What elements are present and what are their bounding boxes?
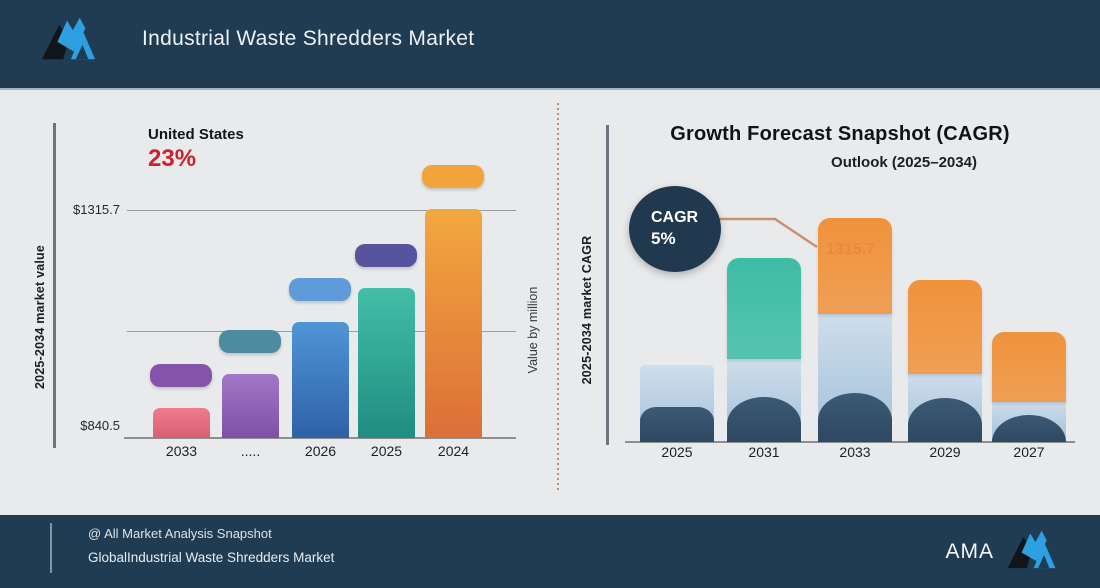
left-chart-title: United States — [148, 126, 244, 143]
left-ytick-max: $1315.7 — [73, 202, 120, 217]
panel-divider — [557, 103, 559, 492]
right-x-axis-line — [625, 441, 1075, 443]
right-bar-base-segment — [727, 397, 801, 442]
left-bar-2024 — [425, 209, 482, 438]
left-bar-cap-2026 — [289, 278, 351, 301]
left-xtick-2024: 2024 — [437, 443, 470, 459]
right-chart-title: Growth Forecast Snapshot (CAGR) — [670, 123, 1010, 145]
right-chart-subtitle: Outlook (2025–2034) — [831, 154, 977, 171]
left-x-axis-line — [124, 437, 516, 439]
right-xtick-2027: 2027 — [1013, 444, 1045, 460]
footer: @ All Market Analysis Snapshot GlobalInd… — [0, 515, 1100, 588]
left-bar-2026 — [292, 322, 349, 438]
cagr-badge-label: CAGR — [651, 209, 699, 227]
right-bar-top-segment — [992, 332, 1066, 402]
right-xtick-2029: 2029 — [929, 444, 961, 460]
infographic-canvas: 2025-2034 market value United States 23%… — [0, 88, 1100, 515]
left-bar-cap-..... — [219, 330, 281, 353]
left-bar-2033 — [153, 408, 210, 438]
right-bar-top-segment — [727, 258, 801, 359]
ama-logo-icon — [40, 13, 98, 68]
right-bar-base-segment — [640, 407, 714, 442]
right-bar-top-segment — [908, 280, 982, 374]
right-xtick-2033: 2033 — [839, 444, 871, 460]
right-bar-2025 — [640, 365, 714, 442]
footer-brand: AMA — [945, 527, 1058, 576]
left-xtick-.....: ..... — [240, 443, 261, 459]
left-ytick-min: $840.5 — [80, 418, 120, 433]
left-bar-group: 2033..... 2026 2025 2024 — [0, 90, 558, 517]
left-xtick-2025: 2025 — [370, 443, 403, 459]
page-title: Industrial Waste Shredders Market — [142, 27, 475, 50]
right-bar-2033 — [818, 218, 892, 442]
footer-divider-line — [50, 523, 52, 573]
right-bar-2027 — [992, 332, 1066, 442]
left-bar-cap-2025 — [355, 244, 417, 267]
right-bar-base-segment — [818, 393, 892, 442]
right-xtick-2031: 2031 — [748, 444, 780, 460]
gridline-top — [127, 210, 516, 211]
footer-line-1: @ All Market Analysis Snapshot — [88, 526, 272, 541]
right-bar-2031 — [727, 258, 801, 442]
left-bar-..... — [222, 374, 279, 438]
left-xtick-2033: 2033 — [165, 443, 198, 459]
footer-line-2: GlobalIndustrial Waste Shredders Market — [88, 550, 335, 565]
left-xtick-2026: 2026 — [304, 443, 337, 459]
left-bar-2025 — [358, 288, 415, 438]
right-y-axis-line — [606, 125, 609, 445]
header: Industrial Waste Shredders Market — [0, 0, 1100, 88]
left-y-axis-line — [53, 123, 56, 448]
right-bar-base-segment — [908, 398, 982, 442]
cagr-badge-value: 5% — [651, 229, 676, 249]
right-bar-group: 2025 2031 2033 2029 2027 — [0, 90, 1100, 517]
right-bar-top-segment — [818, 218, 892, 314]
left-bar-cap-2033 — [150, 364, 212, 387]
footer-brand-text: AMA — [945, 539, 994, 563]
left-chart-highlight-value: 23% — [148, 145, 197, 172]
left-bar-cap-2024 — [422, 165, 484, 188]
right-xtick-2025: 2025 — [661, 444, 693, 460]
cagr-badge: CAGR 5% — [629, 186, 721, 272]
right-bar-2029 — [908, 280, 982, 442]
ama-logo-icon — [1006, 527, 1058, 576]
